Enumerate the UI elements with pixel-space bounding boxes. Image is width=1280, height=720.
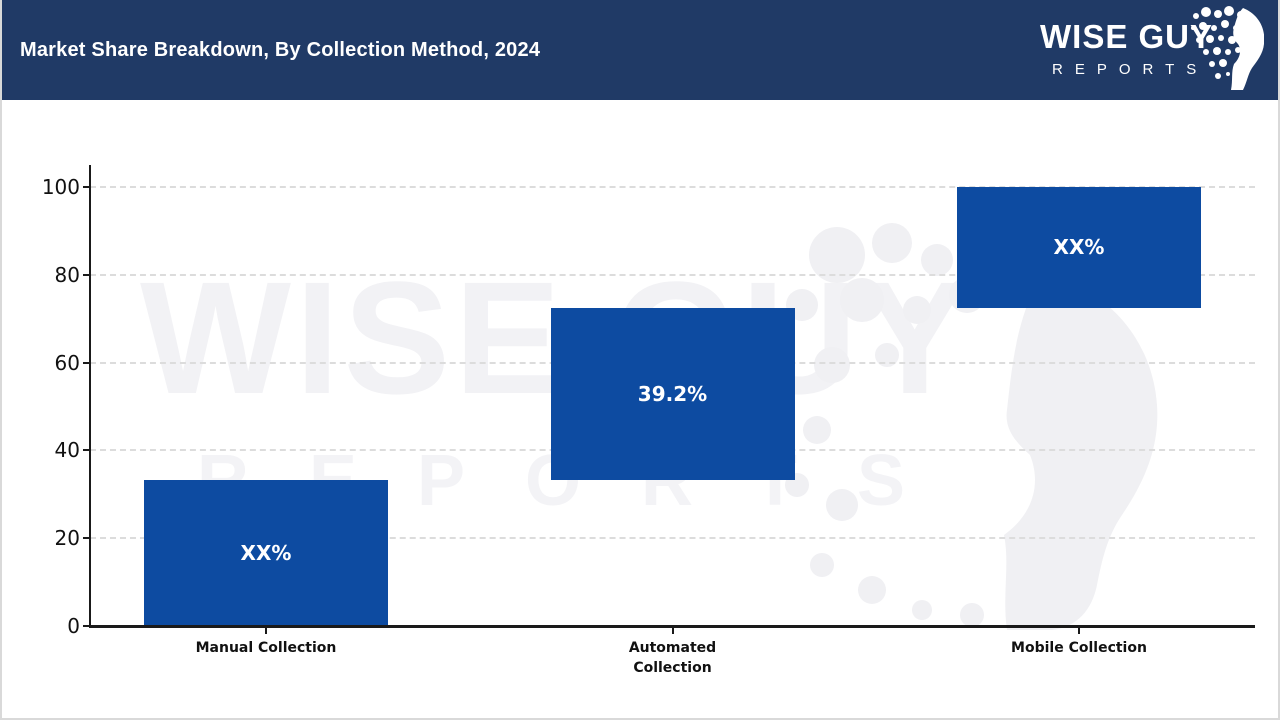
gridline-80 bbox=[90, 273, 1255, 276]
x-tickmark-2 bbox=[1078, 628, 1080, 634]
bar-value-label: XX% bbox=[240, 540, 292, 565]
chart-title: Market Share Breakdown, By Collection Me… bbox=[20, 38, 541, 61]
bar-mobile-collection: XX% bbox=[957, 187, 1201, 308]
y-axis-label-80: 80 bbox=[54, 262, 80, 287]
y-tickmark-0 bbox=[83, 625, 90, 627]
wiseguy-logo: WISE GUY REPORTS bbox=[1040, 6, 1264, 90]
x-axis-spine bbox=[89, 625, 1255, 628]
logo-text: WISE GUY bbox=[1040, 18, 1213, 55]
y-tickmark-100 bbox=[83, 186, 90, 188]
logo-face-icon bbox=[1191, 6, 1264, 90]
y-axis-label-100: 100 bbox=[41, 175, 80, 199]
y-tickmark-80 bbox=[83, 273, 90, 276]
x-axis-label-0: Manual Collection bbox=[195, 640, 337, 656]
gridline-100 bbox=[90, 186, 1255, 188]
y-tickmark-20 bbox=[83, 537, 90, 540]
bar-value-label: XX% bbox=[1053, 235, 1105, 260]
y-tickmark-40 bbox=[83, 449, 90, 452]
bar-automated-collection: 39.2% bbox=[550, 307, 795, 480]
bar-value-label: 39.2% bbox=[637, 381, 708, 406]
x-tickmark-1 bbox=[671, 628, 674, 634]
header: Market Share Breakdown, By Collection Me… bbox=[2, 0, 1278, 100]
x-axis-label-1: Automated Collection bbox=[628, 640, 717, 677]
bar-manual-collection: XX% bbox=[144, 479, 388, 626]
y-axis-spine bbox=[89, 165, 91, 628]
y-tickmark-60 bbox=[83, 361, 90, 364]
gridline-20 bbox=[90, 537, 1255, 540]
x-tickmark-0 bbox=[265, 628, 267, 634]
logo-subtext: REPORTS bbox=[1052, 61, 1208, 78]
plot-area: 0 20 40 60 80 100 XX% Manual Collection 39.2% Aut… bbox=[2, 100, 1278, 718]
y-axis-label-20: 20 bbox=[54, 526, 80, 551]
y-axis-label-40: 40 bbox=[54, 438, 80, 463]
y-axis-label-0: 0 bbox=[67, 614, 80, 638]
y-axis-label-60: 60 bbox=[54, 350, 80, 375]
x-axis-label-2: Mobile Collection bbox=[1011, 640, 1147, 656]
